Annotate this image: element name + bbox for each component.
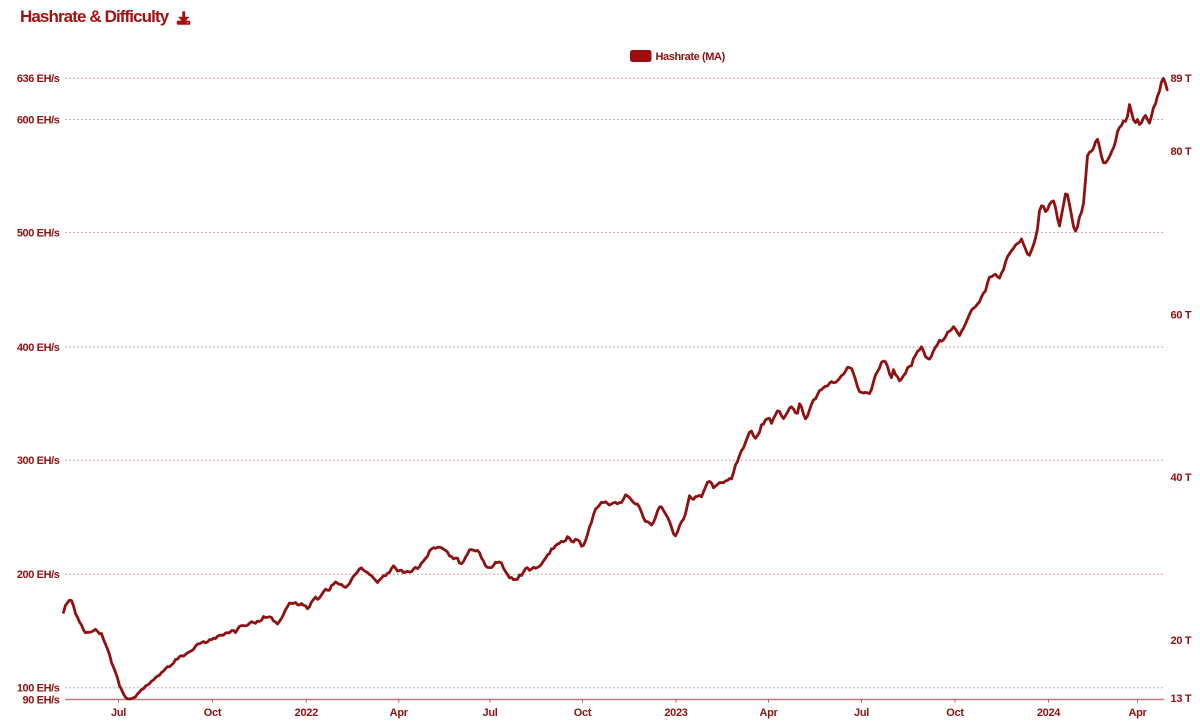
svg-text:80 T: 80 T [1171,146,1192,158]
svg-text:89 T: 89 T [1171,73,1192,85]
svg-text:13 T: 13 T [1171,693,1192,705]
svg-text:636 EH/s: 636 EH/s [17,73,60,85]
svg-text:2024: 2024 [1037,707,1061,719]
svg-text:Apr: Apr [390,707,409,719]
svg-text:2023: 2023 [664,707,687,719]
svg-text:2022: 2022 [295,707,318,719]
svg-text:Hashrate & Difficulty: Hashrate & Difficulty [20,7,170,26]
svg-text:600 EH/s: 600 EH/s [17,114,60,126]
svg-text:500 EH/s: 500 EH/s [17,227,60,239]
svg-text:Oct: Oct [204,707,222,719]
svg-text:Oct: Oct [574,707,592,719]
svg-text:Apr: Apr [759,707,778,719]
svg-text:20 T: 20 T [1171,635,1192,647]
svg-text:Hashrate (MA): Hashrate (MA) [656,51,726,63]
svg-text:Oct: Oct [946,707,964,719]
svg-text:Jul: Jul [483,707,498,719]
svg-text:40 T: 40 T [1171,472,1192,484]
svg-text:Jul: Jul [854,707,869,719]
svg-text:Jul: Jul [111,707,126,719]
svg-text:200 EH/s: 200 EH/s [17,569,60,581]
svg-text:400 EH/s: 400 EH/s [17,342,60,354]
svg-text:Apr: Apr [1128,707,1147,719]
svg-text:300 EH/s: 300 EH/s [17,455,60,467]
svg-text:60 T: 60 T [1171,309,1192,321]
svg-text:100 EH/s: 100 EH/s [17,683,60,695]
svg-text:90 EH/s: 90 EH/s [23,694,60,706]
